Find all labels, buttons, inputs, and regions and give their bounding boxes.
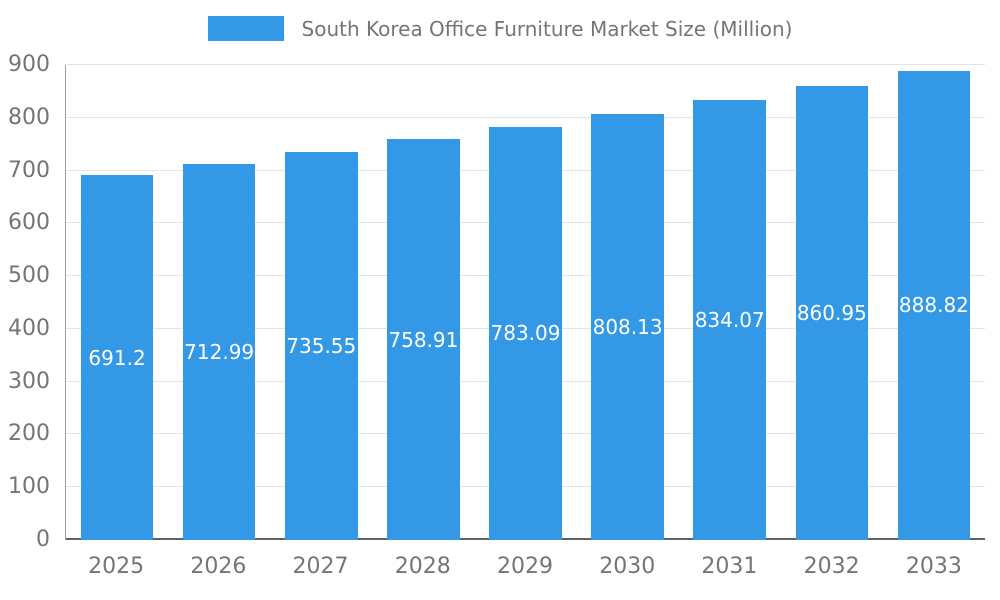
bar-value-label: 758.91: [388, 327, 459, 352]
bar-2029[interactable]: 783.09: [489, 126, 562, 540]
bar-slot: 888.82: [883, 65, 985, 540]
x-tick-label-2028: 2028: [394, 554, 451, 579]
y-tick-label: 100: [8, 474, 50, 500]
y-tick-label: 200: [8, 421, 50, 447]
x-tick-label-2029: 2029: [496, 554, 553, 579]
y-tick-label: 300: [8, 368, 50, 394]
y-tick-label: 600: [8, 210, 50, 236]
y-tick-label: 900: [8, 52, 50, 77]
bar-2028[interactable]: 758.91: [387, 139, 460, 540]
y-axis-labels: 0 100 200 300 400 500 600 700 800 900: [0, 54, 56, 551]
bar-2033[interactable]: 888.82: [897, 70, 971, 540]
bar-slot: 860.95: [781, 65, 883, 540]
y-tick-label: 500: [8, 263, 50, 289]
bar-slot: 712.99: [168, 65, 270, 540]
x-tick-label-2032: 2032: [803, 554, 860, 579]
bar-slot: 808.13: [577, 65, 679, 540]
plot-area: 691.2 712.99 735.55 758.91 783.09 808.13 834.0…: [65, 64, 985, 540]
bar-value-label: 712.99: [184, 339, 255, 364]
y-tick-label: 400: [8, 315, 50, 341]
x-tick-label-2033: 2033: [905, 554, 962, 579]
bar-2027[interactable]: 735.55: [285, 151, 358, 540]
x-tick-label-2030: 2030: [599, 554, 656, 579]
bars-container: 691.2 712.99 735.55 758.91 783.09 808.13 834.0…: [66, 65, 985, 540]
gridline: [66, 116, 985, 118]
legend[interactable]: South Korea Office Furniture Market Size…: [0, 16, 1000, 41]
bar-value-label: 783.09: [490, 321, 561, 346]
bar-value-label: 735.55: [286, 333, 357, 358]
bar-slot: 783.09: [474, 65, 576, 540]
bar-slot: 691.2: [66, 65, 168, 540]
bar-2026[interactable]: 712.99: [182, 163, 256, 540]
gridline: [66, 64, 985, 65]
bar-2031[interactable]: 834.07: [693, 99, 766, 540]
y-tick-label: 800: [8, 104, 50, 130]
bar-value-label: 834.07: [694, 307, 765, 332]
bar-value-label: 888.82: [898, 293, 969, 318]
chart-title: South Korea Office Furniture Market Size…: [301, 16, 793, 41]
legend-swatch: [207, 16, 284, 41]
x-tick-label-2031: 2031: [701, 554, 758, 579]
y-tick-label: 0: [36, 527, 50, 552]
bar-value-label: 860.95: [796, 300, 867, 325]
bar-slot: 834.07: [679, 65, 781, 540]
bar-2030[interactable]: 808.13: [591, 113, 664, 540]
x-tick-label-2025: 2025: [88, 554, 145, 579]
x-tick-label-2026: 2026: [190, 554, 247, 579]
x-axis-labels: 2025 2026 2027 2028 2029 2030 2031 2032 2033: [65, 540, 985, 600]
bar-slot: 758.91: [372, 65, 474, 540]
y-tick-label: 700: [8, 157, 50, 183]
bar-slot: 735.55: [270, 65, 372, 540]
bar-2032[interactable]: 860.95: [795, 85, 869, 540]
x-tick-label-2027: 2027: [292, 554, 349, 579]
bar-2025[interactable]: 691.2: [80, 175, 154, 540]
bar-value-label: 808.13: [592, 314, 663, 339]
bar-value-label: 691.2: [88, 345, 146, 370]
